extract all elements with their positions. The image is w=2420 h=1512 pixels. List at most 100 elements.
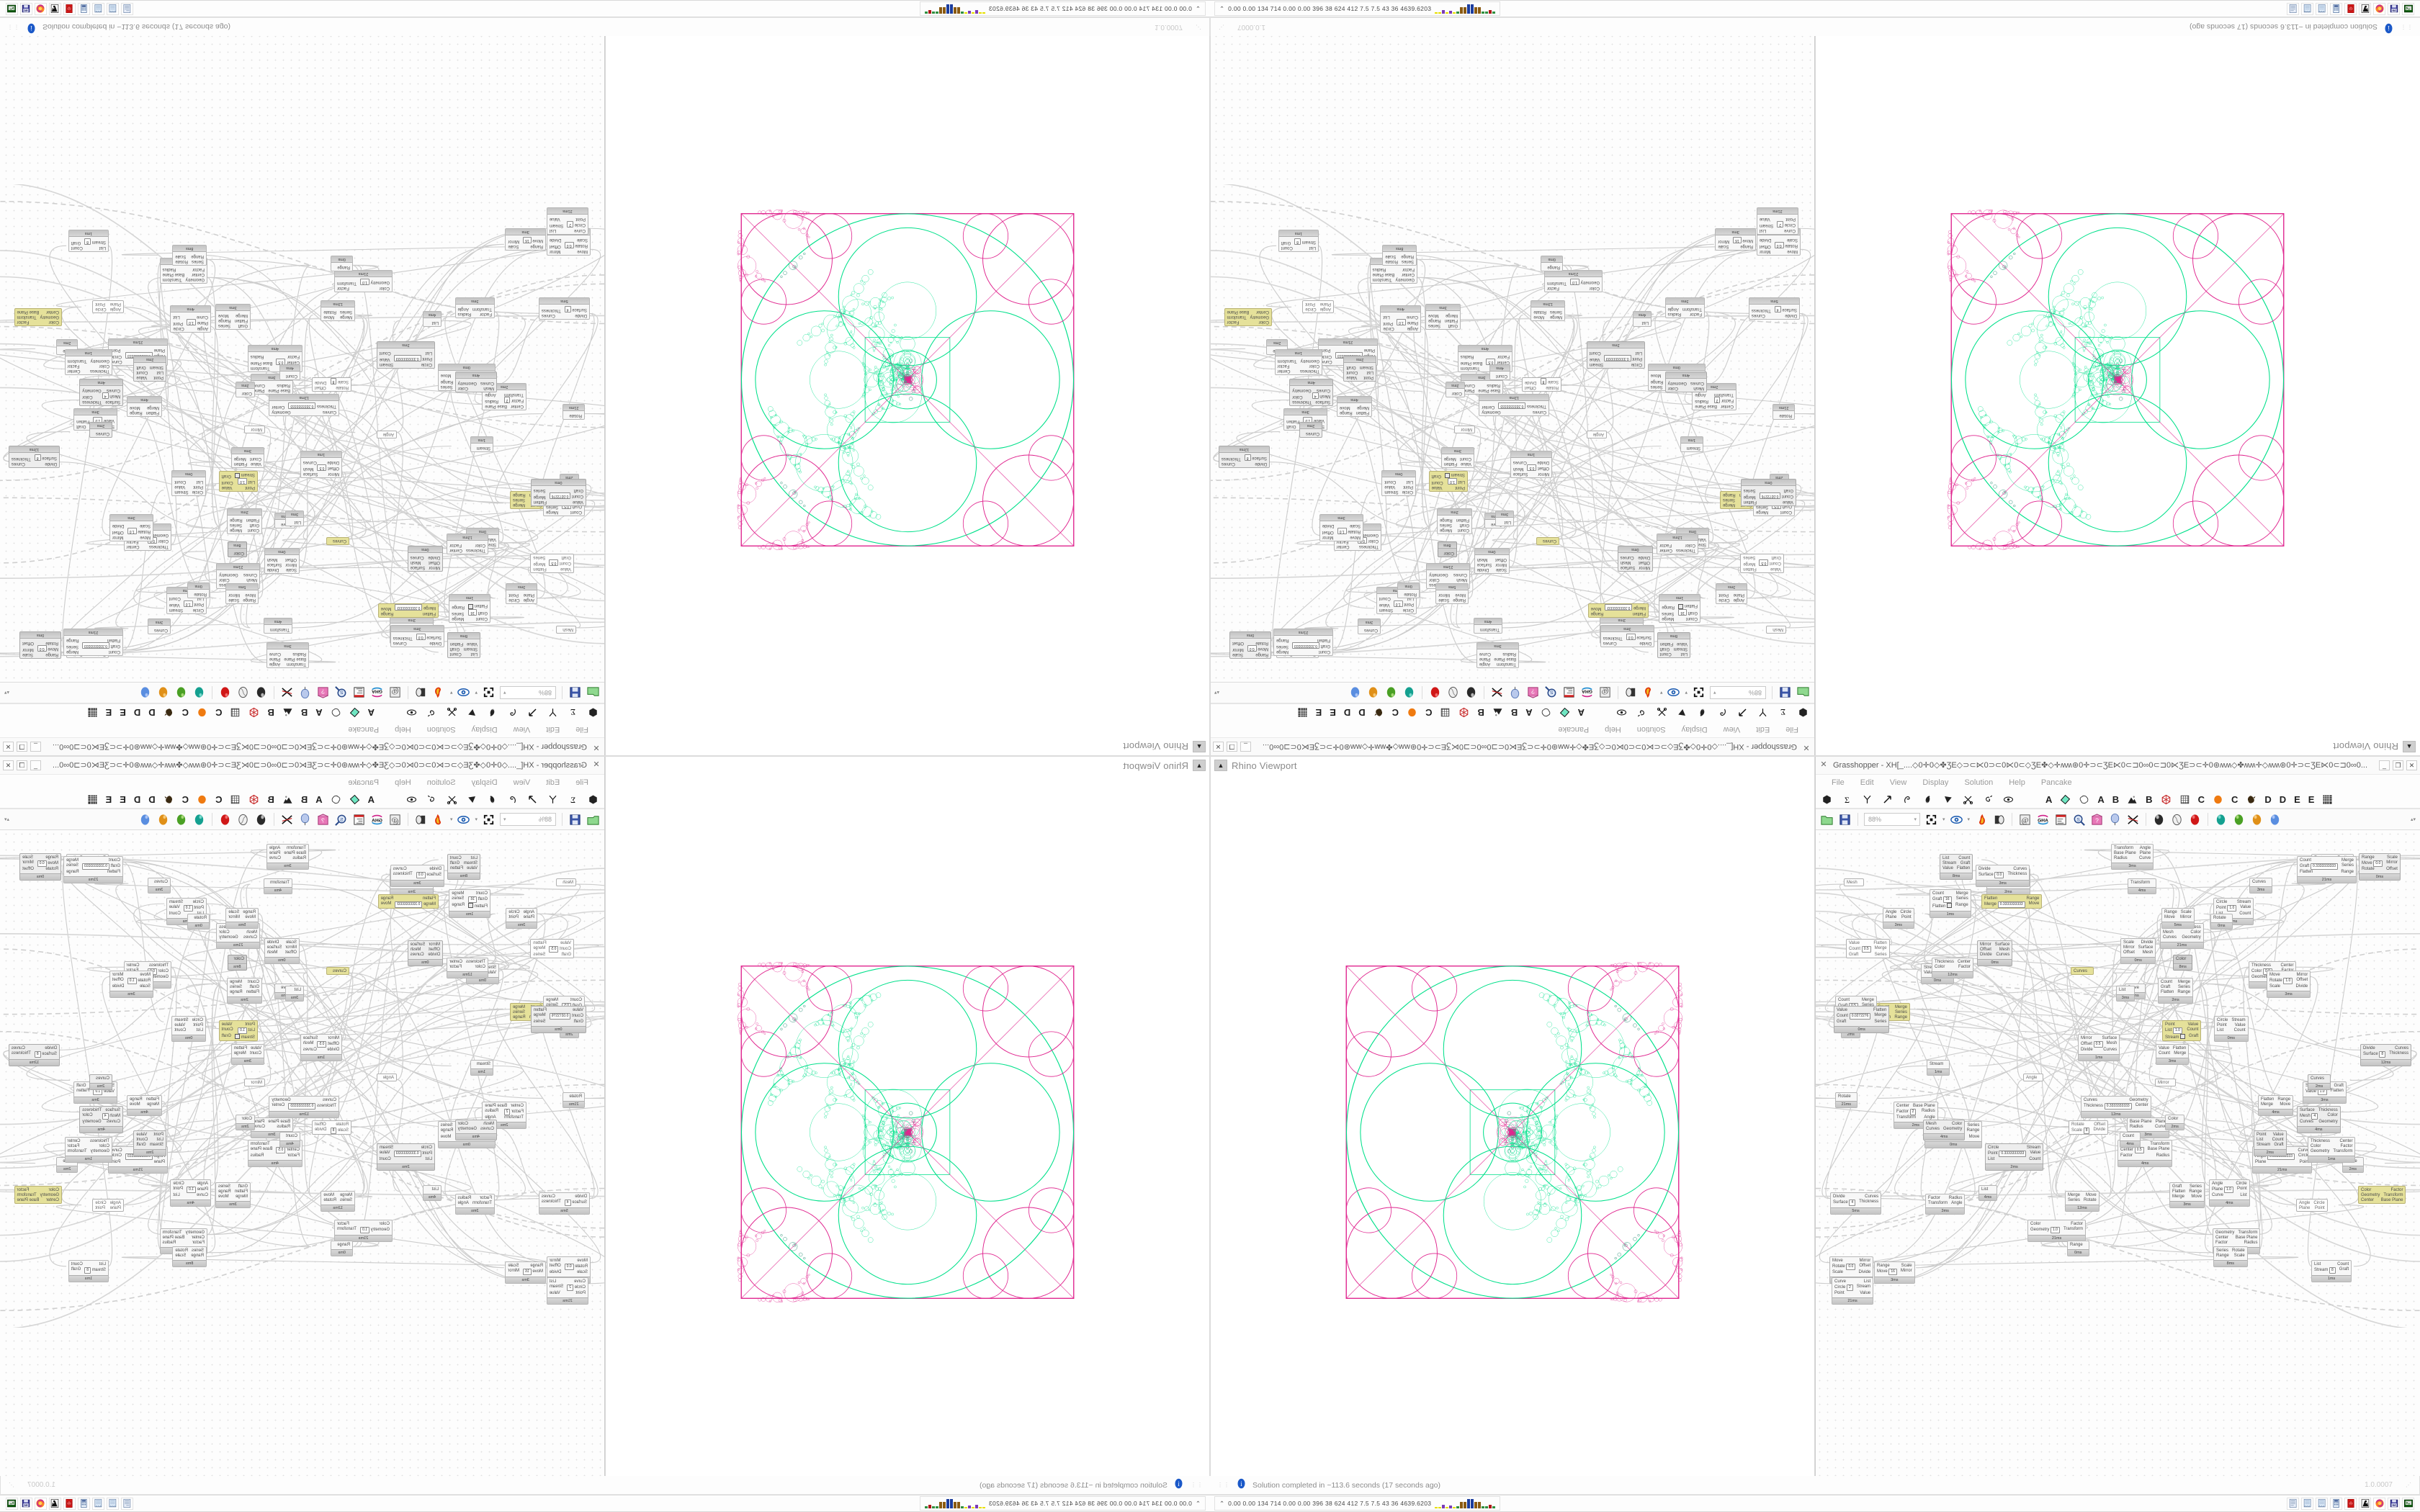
loop-curve-icon[interactable]	[507, 708, 518, 719]
gh-component[interactable]: Transform Angle Base Plane Plane Radius Curve…	[266, 642, 309, 668]
triangle-flag-icon[interactable]	[467, 708, 478, 719]
close-button[interactable]: ✕	[2406, 760, 2417, 770]
menu-item-help[interactable]: Help	[2009, 778, 2025, 787]
resize-grip-icon[interactable]: ⋮⋮	[1190, 1482, 1203, 1488]
gh-component[interactable]: Flatten Range Merge Move 4ms	[126, 1095, 162, 1116]
close-button[interactable]: ✕	[3, 760, 14, 770]
red-cube-icon[interactable]	[2161, 794, 2172, 805]
floppy-64-icon[interactable]: 64	[2388, 1497, 2400, 1510]
system-monitor[interactable]: ⌃ 0.00 0.00 134 714 0.00 0.00 396 38 624 …	[919, 1496, 1206, 1511]
gh-component[interactable]: Curves 3ms	[2249, 878, 2273, 894]
gh-component[interactable]: Mesh	[1766, 626, 1786, 634]
gh-component[interactable]: Merge Move Series Rotate 12ms	[321, 300, 355, 321]
ribbon-tab-c-9[interactable]: C	[215, 707, 223, 719]
gha-icon[interactable]: GHA	[1580, 686, 1594, 700]
ribbon-tab-c-11[interactable]: C	[1392, 707, 1399, 719]
gh-component[interactable]: Curves 2ms	[89, 422, 112, 438]
gh-component[interactable]: Transform 4ms	[263, 618, 292, 634]
gh-component[interactable]: Curves Geometry Thickness 0.3333333333 Cent…	[269, 1096, 339, 1118]
paint-flame-icon[interactable]	[1642, 686, 1656, 700]
tab-close-icon[interactable]: ✕	[593, 743, 600, 752]
menu-item-edit[interactable]: Edit	[546, 725, 560, 734]
notepad-icon[interactable]	[107, 2, 119, 15]
grasshopper-titlebar[interactable]: ✕ Grasshopper - XH[_....◇0✛0◇✤ƷE◇⊃⊂⋉0⊃⊂0…	[0, 756, 604, 775]
ribbon-tab-a-3[interactable]: A	[1525, 707, 1533, 719]
viewport-menu-arrow-icon[interactable]: ▲	[2403, 741, 2416, 752]
notepad-icon[interactable]	[92, 2, 104, 15]
gh-component[interactable]: Point Value List Count Stream Graft 2ms	[1343, 356, 1376, 382]
menu-item-solution[interactable]: Solution	[426, 778, 456, 787]
gh-component[interactable]: Color Factor Geometry Transform Center Base P…	[14, 308, 62, 326]
gh-component[interactable]: List Count Stream Graft Value Flatten 8ms	[1657, 632, 1690, 658]
pixel-grid-icon[interactable]	[87, 708, 98, 719]
gh-component[interactable]: Graft Series Flatten Range Merge Move 3ms	[2169, 1182, 2205, 1208]
gh-component[interactable]: Merge Move Series Rotate 12ms	[1531, 300, 1565, 321]
gh-component[interactable]: List Count Stream Graft Value Flatten 8ms	[447, 632, 480, 658]
gh-component[interactable]: Circle Stream Point 0.3333333333 Value List C…	[376, 1143, 435, 1171]
gh-component[interactable]: Mesh Color Curves Geometry 4ms	[454, 372, 497, 392]
gh-component[interactable]: Rotate Offset Scale 8 Divide	[311, 377, 351, 392]
gh-component[interactable]: Mirror Surface Offset 0.5 Mesh Divide Curves 1…	[2078, 1034, 2120, 1061]
menu-item-pancake[interactable]: Pancake	[348, 778, 380, 787]
search-icon[interactable]: S	[2072, 813, 2086, 827]
ribbon-tab-e-16[interactable]: E	[2308, 793, 2315, 805]
brain-outline-icon[interactable]	[331, 708, 341, 719]
gh-component[interactable]: Flatten Range Merge 0.3333333333 Move	[1587, 603, 1649, 618]
sphere-orange-icon[interactable]	[2250, 813, 2264, 827]
notepad-icon[interactable]	[92, 1497, 104, 1510]
triangle-flag-icon[interactable]	[467, 794, 478, 805]
ribbon-tab-d-14[interactable]: D	[1343, 707, 1351, 719]
gh-component[interactable]: Point Value List 1.0 Count Stream Graft	[1428, 471, 1468, 492]
mountain-icon[interactable]	[1492, 708, 1503, 719]
taskbar-app-list[interactable]: 64	[6, 2, 133, 15]
hexagon-solid-icon[interactable]	[588, 794, 599, 805]
gh-component[interactable]: Range 0ms	[331, 256, 353, 271]
gh-component[interactable]: Angle Circle Plane Point	[1302, 300, 1334, 313]
firefox-icon[interactable]	[2373, 1497, 2385, 1510]
eye-icon[interactable]	[406, 794, 417, 805]
minimize-button[interactable]: _	[2379, 760, 2390, 770]
gh-component[interactable]: Value Flatten Count 0.0272276 Merge Graft Ser…	[530, 479, 586, 506]
gh-component[interactable]: Angle Circle Plane 1.0 Point Curve List 4ms	[2209, 1179, 2250, 1207]
gh-component[interactable]: Count Merge Graft 16 Series Flatten Range 1ms	[1930, 889, 1971, 918]
gh-component[interactable]: Series Rotate Range Scale 8ms	[172, 245, 207, 266]
gh-component[interactable]: Range Scale Move 16 Mirror 3ms	[505, 228, 546, 251]
loop-curve-icon[interactable]	[1902, 794, 1913, 805]
gh-component[interactable]: Rotate Offset Scale 8 Divide	[2069, 1120, 2109, 1135]
grasshopper-canvas[interactable]: Transform 4ms Base Plane Plane Radius Curve 3m…	[0, 830, 604, 1495]
sigma-icon[interactable]: Σ	[1842, 794, 1852, 805]
gh-component[interactable]: Divide Curves Surface 4 Thickness 5ms	[1748, 297, 1800, 320]
gh-component[interactable]: Scale Divide Mirror Surface Offset Mesh 0ms	[1474, 548, 1510, 574]
menu-item-help[interactable]: Help	[1605, 725, 1621, 734]
chevron-down-icon[interactable]: ▾	[1659, 690, 1663, 695]
terminal-green-icon[interactable]	[6, 1497, 18, 1510]
gh-component[interactable]: Thickness Center Color Factor Geometry Transf…	[1274, 349, 1322, 375]
zoom-level-input[interactable]: 88%	[500, 686, 556, 699]
gh-component[interactable]: Circle Stream Point 0.3333333333 Value List C…	[376, 341, 435, 369]
sphere-orange-icon[interactable]	[156, 813, 170, 827]
sphere-teal-icon[interactable]	[192, 813, 206, 827]
gh-component[interactable]: Curves	[326, 967, 349, 975]
gh-component[interactable]: Rotate 0ms	[2210, 914, 2233, 930]
gh-component[interactable]: Transform 4ms	[263, 878, 292, 894]
taskbar-half-right[interactable]: ⌃ 0.00 0.00 134 714 0.00 0.00 396 38 624 …	[1210, 1, 2420, 17]
maximize-button[interactable]: ❐	[17, 760, 27, 770]
gh-component[interactable]: Range Scale Move 16 Mirror 3ms	[1715, 228, 1756, 251]
taskbar-app-list[interactable]: 64	[2287, 2, 2414, 15]
arrow-up-right-icon[interactable]	[1737, 708, 1748, 719]
gh-component[interactable]: Count Merge Graft Series Flatten Range 2ms	[1436, 508, 1472, 534]
gha-icon[interactable]: GHA	[370, 813, 384, 827]
terminal-green-icon[interactable]	[2402, 2, 2414, 15]
notepad-icon[interactable]	[2316, 2, 2328, 15]
ribbon-tab-a-3[interactable]: A	[315, 707, 323, 719]
loop-curve-icon[interactable]	[507, 794, 518, 805]
menu-item-view[interactable]: View	[513, 778, 531, 787]
sphere-red-icon[interactable]	[1428, 686, 1442, 700]
gh-component[interactable]: List 3ms	[285, 986, 304, 1002]
crescent-icon[interactable]	[1697, 708, 1708, 719]
maximize-button[interactable]: ❐	[17, 742, 27, 752]
gh-component[interactable]: Surface Thickness Mesh 4 Color Curves Geometr…	[2297, 1106, 2341, 1133]
